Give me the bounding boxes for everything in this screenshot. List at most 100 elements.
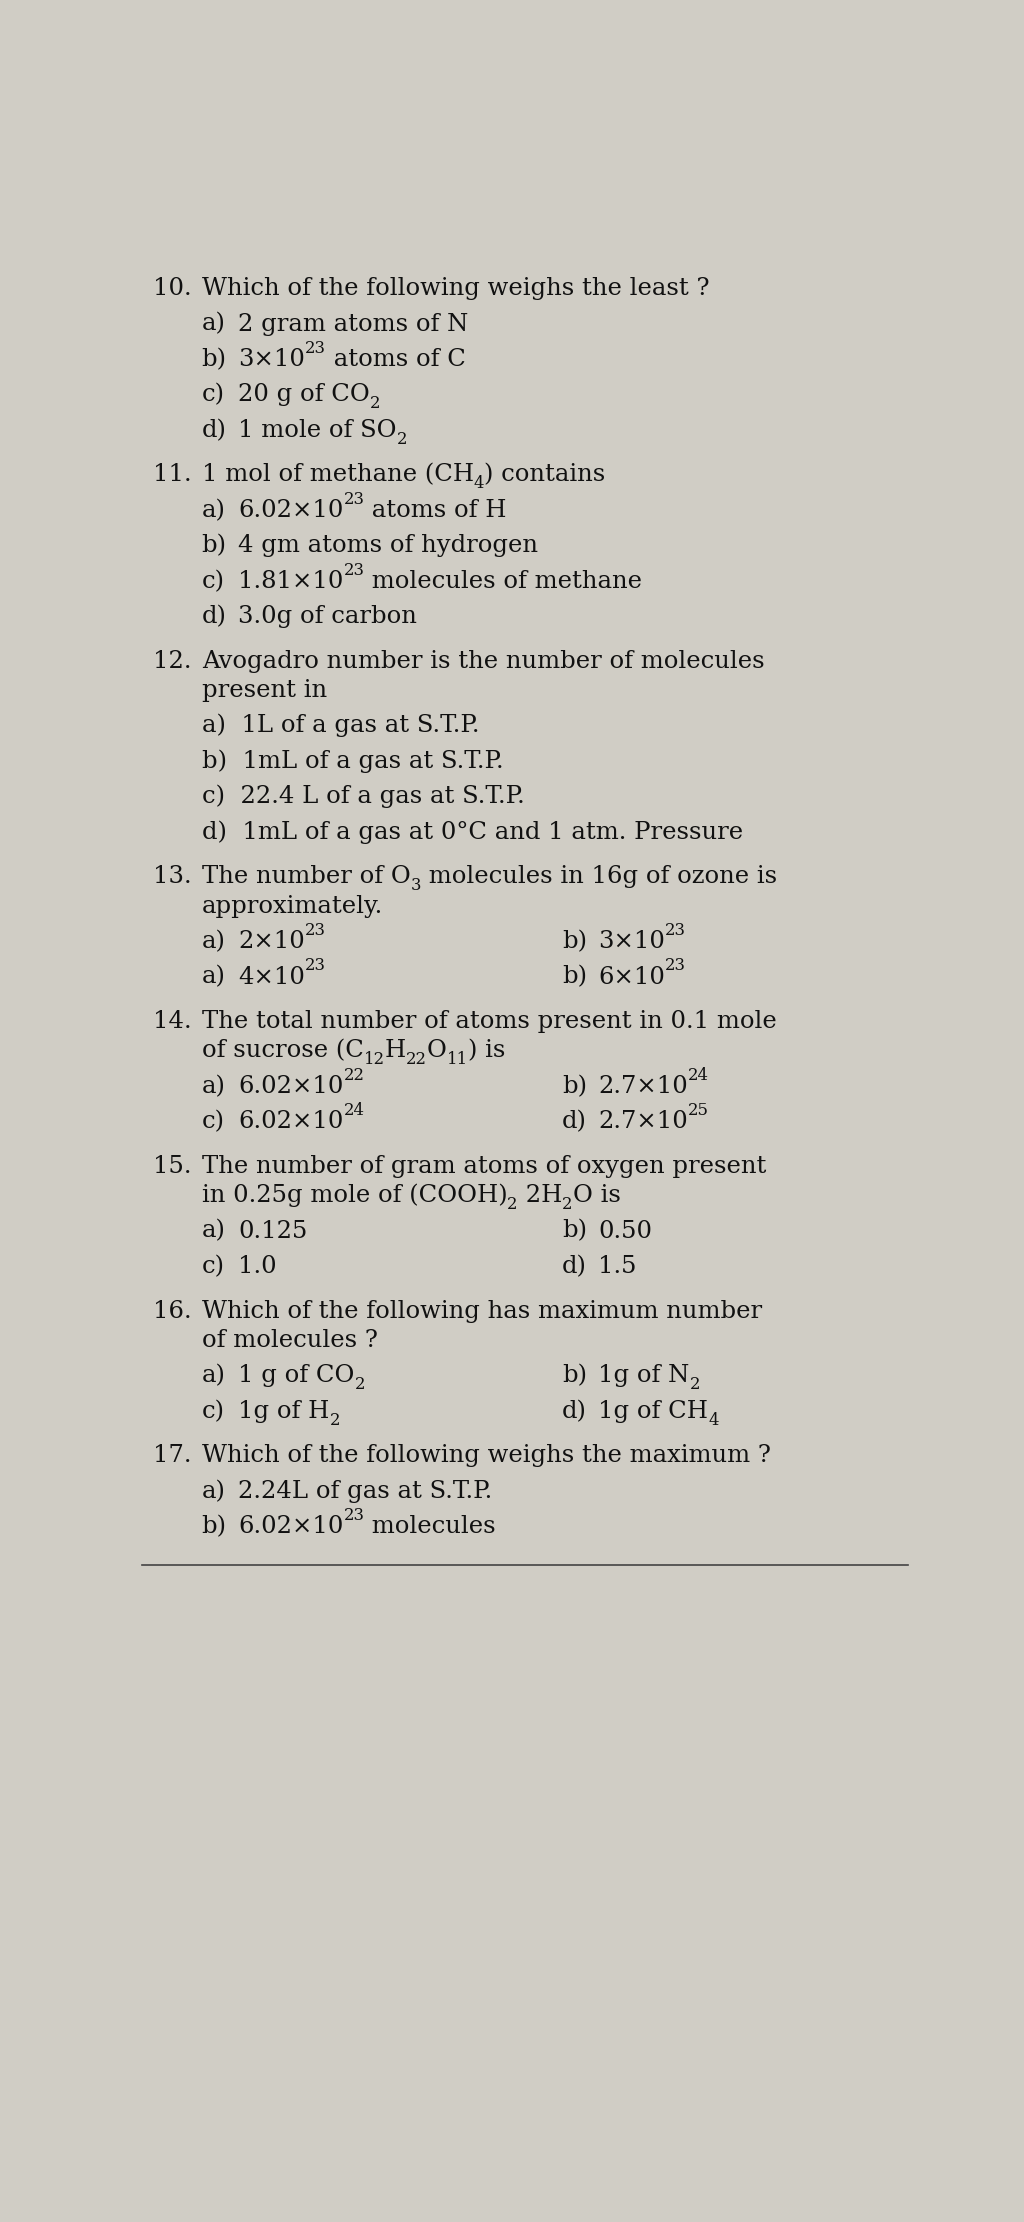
Text: 23: 23 [343,562,365,578]
Text: 11.: 11. [153,464,191,487]
Text: 2.24L of gas at S.T.P.: 2.24L of gas at S.T.P. [238,1480,493,1502]
Text: 12.: 12. [153,649,191,673]
Text: 1 mol of methane (CH: 1 mol of methane (CH [202,464,474,487]
Text: 23: 23 [343,1507,365,1524]
Text: 4: 4 [474,476,484,493]
Text: 23: 23 [666,922,686,940]
Text: a): a) [202,931,225,953]
Text: a): a) [202,1364,225,1387]
Text: 23: 23 [666,958,686,975]
Text: ) is: ) is [468,1040,506,1062]
Text: 23: 23 [305,958,326,975]
Text: 24: 24 [688,1067,710,1084]
Text: O is: O is [572,1184,621,1207]
Text: The number of gram atoms of oxygen present: The number of gram atoms of oxygen prese… [202,1155,766,1178]
Text: 2: 2 [507,1195,518,1213]
Text: 1.81×10: 1.81×10 [238,569,343,593]
Text: in 0.25g mole of (COOH): in 0.25g mole of (COOH) [202,1184,507,1207]
Text: c): c) [202,569,224,593]
Text: 25: 25 [688,1102,710,1120]
Text: 2: 2 [562,1195,572,1213]
Text: 23: 23 [305,340,326,358]
Text: 16.: 16. [153,1300,191,1322]
Text: 2.7×10: 2.7×10 [598,1075,688,1098]
Text: 6.02×10: 6.02×10 [238,1075,343,1098]
Text: 2 gram atoms of N: 2 gram atoms of N [238,313,468,336]
Text: c)  22.4 L of a gas at S.T.P.: c) 22.4 L of a gas at S.T.P. [202,784,524,809]
Text: 22: 22 [406,1051,427,1069]
Text: 4 gm atoms of hydrogen: 4 gm atoms of hydrogen [238,533,538,558]
Text: 11: 11 [446,1051,468,1069]
Text: 1 mole of SO: 1 mole of SO [238,418,396,442]
Text: H: H [385,1040,406,1062]
Text: 1.0: 1.0 [238,1255,276,1278]
Text: c): c) [202,1255,224,1278]
Text: d): d) [202,418,226,442]
Text: Which of the following weighs the least ?: Which of the following weighs the least … [202,278,710,300]
Text: 6.02×10: 6.02×10 [238,1515,343,1538]
Text: b)  1mL of a gas at S.T.P.: b) 1mL of a gas at S.T.P. [202,749,503,773]
Text: 2: 2 [354,1375,365,1393]
Text: 2: 2 [396,431,408,449]
Text: a)  1L of a gas at S.T.P.: a) 1L of a gas at S.T.P. [202,713,479,738]
Text: b): b) [562,1220,587,1242]
Text: The number of O: The number of O [202,864,411,889]
Text: of sucrose (C: of sucrose (C [202,1040,364,1062]
Text: 1.5: 1.5 [598,1255,637,1278]
Text: b): b) [562,967,587,989]
Text: 2: 2 [690,1375,700,1393]
Text: c): c) [202,384,224,407]
Text: 23: 23 [343,491,365,509]
Text: 1g of CH: 1g of CH [598,1400,709,1422]
Text: a): a) [202,500,225,522]
Text: 0.125: 0.125 [238,1220,307,1242]
Text: O: O [427,1040,446,1062]
Text: d): d) [562,1111,587,1133]
Text: a): a) [202,1480,225,1502]
Text: 1 g of CO: 1 g of CO [238,1364,354,1387]
Text: 6×10: 6×10 [598,967,666,989]
Text: Which of the following has maximum number: Which of the following has maximum numbe… [202,1300,762,1322]
Text: d)  1mL of a gas at 0°C and 1 atm. Pressure: d) 1mL of a gas at 0°C and 1 atm. Pressu… [202,820,742,844]
Text: of molecules ?: of molecules ? [202,1329,378,1351]
Text: 10.: 10. [153,278,191,300]
Text: 22: 22 [343,1067,365,1084]
Text: 3×10: 3×10 [598,931,666,953]
Text: approximately.: approximately. [202,895,383,918]
Text: Avogadro number is the number of molecules: Avogadro number is the number of molecul… [202,649,764,673]
Text: 3.0g of carbon: 3.0g of carbon [238,604,417,629]
Text: 2: 2 [330,1411,340,1429]
Text: b): b) [562,931,587,953]
Text: molecules in 16g of ozone is: molecules in 16g of ozone is [421,864,777,889]
Text: b): b) [202,533,226,558]
Text: a): a) [202,1220,225,1242]
Text: c): c) [202,1400,224,1422]
Text: d): d) [562,1255,587,1278]
Text: a): a) [202,313,225,336]
Text: atoms of H: atoms of H [365,500,507,522]
Text: d): d) [202,604,226,629]
Text: 4×10: 4×10 [238,967,305,989]
Text: 3×10: 3×10 [238,349,305,371]
Text: b): b) [562,1075,587,1098]
Text: atoms of C: atoms of C [326,349,466,371]
Text: b): b) [202,349,226,371]
Text: 17.: 17. [153,1444,191,1467]
Text: 15.: 15. [153,1155,191,1178]
Text: 1g of H: 1g of H [238,1400,330,1422]
Text: 3: 3 [411,878,421,893]
Text: 14.: 14. [153,1011,191,1033]
Text: 6.02×10: 6.02×10 [238,500,343,522]
Text: a): a) [202,967,225,989]
Text: The total number of atoms present in 0.1 mole: The total number of atoms present in 0.1… [202,1011,776,1033]
Text: 2H: 2H [518,1184,562,1207]
Text: 13.: 13. [153,864,191,889]
Text: 1g of N: 1g of N [598,1364,690,1387]
Text: 12: 12 [364,1051,385,1069]
Text: d): d) [562,1400,587,1422]
Text: 6.02×10: 6.02×10 [238,1111,343,1133]
Text: 20 g of CO: 20 g of CO [238,384,370,407]
Text: ) contains: ) contains [484,464,605,487]
Text: a): a) [202,1075,225,1098]
Text: molecules: molecules [365,1515,496,1538]
